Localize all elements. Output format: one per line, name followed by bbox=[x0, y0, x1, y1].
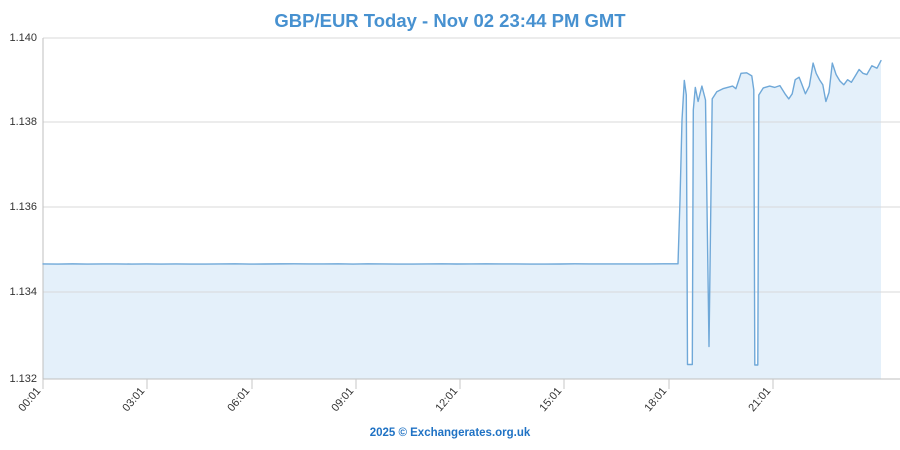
svg-text:03:01: 03:01 bbox=[120, 385, 147, 414]
svg-text:12:01: 12:01 bbox=[433, 385, 460, 414]
svg-text:15:01: 15:01 bbox=[537, 385, 564, 414]
svg-text:09:01: 09:01 bbox=[329, 385, 356, 414]
svg-text:1.140: 1.140 bbox=[9, 32, 37, 44]
svg-text:21:01: 21:01 bbox=[746, 385, 773, 414]
svg-text:18:01: 18:01 bbox=[642, 385, 669, 414]
svg-text:1.138: 1.138 bbox=[9, 116, 37, 128]
svg-text:1.134: 1.134 bbox=[9, 286, 37, 298]
svg-text:1.136: 1.136 bbox=[9, 201, 37, 213]
svg-text:00:01: 00:01 bbox=[16, 385, 43, 414]
svg-text:1.132: 1.132 bbox=[9, 373, 37, 385]
svg-text:06:01: 06:01 bbox=[225, 385, 252, 414]
